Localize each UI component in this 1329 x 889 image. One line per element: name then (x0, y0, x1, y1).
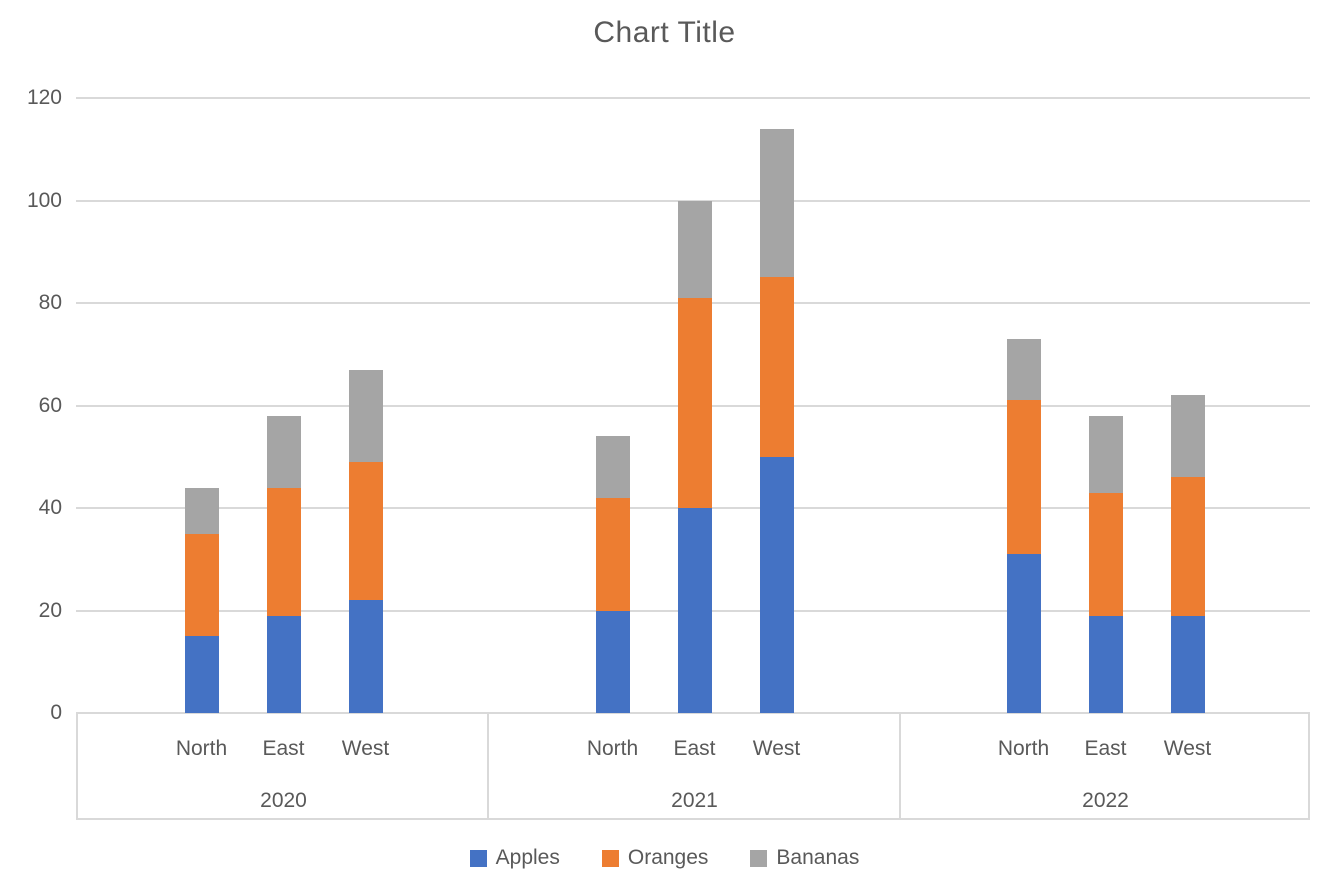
y-axis-tick-60: 60 (38, 393, 62, 417)
bar-segment-bananas-2022-east (1088, 415, 1123, 493)
x-axis-group-label-2022: 2022 (1082, 789, 1129, 812)
bar-segment-apples-2020-east (266, 615, 301, 713)
legend-item-bananas: Bananas (750, 846, 859, 870)
bar-segment-bananas-2021-west (759, 128, 794, 278)
chart-title: Chart Title (593, 16, 736, 49)
bar-segment-oranges-2021-west (759, 277, 794, 457)
bar-segment-bananas-2020-east (266, 415, 301, 488)
bar-segment-apples-2021-north (595, 610, 630, 713)
bar-segment-apples-2021-east (677, 508, 712, 713)
x-axis-label-2022-west: West (1163, 737, 1212, 760)
bar-segment-oranges-2020-north (184, 533, 219, 637)
x-axis-group-label-2020: 2020 (260, 789, 307, 812)
bar-segment-bananas-2020-north (184, 487, 219, 534)
bar-segment-apples-2020-west (348, 600, 383, 713)
bar-segment-bananas-2022-west (1170, 395, 1205, 478)
axis-divider-3 (1308, 713, 1310, 818)
y-axis-tick-100: 100 (26, 188, 62, 212)
bar-2022-west (1170, 395, 1205, 713)
bar-2022-east (1088, 415, 1123, 713)
legend-item-apples: Apples (469, 846, 560, 870)
y-axis-tick-0: 0 (50, 701, 62, 724)
legend-swatch-bananas (750, 849, 768, 867)
axis-divider-0 (76, 713, 78, 818)
bar-2020-west (348, 369, 383, 713)
bar-2020-north (184, 487, 219, 713)
x-axis-label-2020-east: East (262, 737, 305, 760)
bar-segment-bananas-2021-east (677, 200, 712, 298)
bar-segment-oranges-2022-north (1006, 400, 1041, 555)
legend: Apples Oranges Bananas (0, 846, 1329, 870)
bar-segment-apples-2020-north (184, 636, 219, 713)
bar-segment-oranges-2022-west (1170, 477, 1205, 616)
bar-2020-east (266, 415, 301, 713)
x-axis-label-2021-west: West (752, 737, 801, 760)
x-axis-label-2021-east: East (673, 737, 716, 760)
x-axis-label-2020-west: West (341, 737, 390, 760)
x-axis-label-2021-north: North (586, 737, 639, 760)
bar-2021-east (677, 200, 712, 713)
bar-segment-oranges-2022-east (1088, 492, 1123, 616)
bar-group-2020 (184, 369, 383, 713)
x-axis-label-2022-east: East (1084, 737, 1127, 760)
y-axis-tick-20: 20 (38, 598, 62, 622)
bar-2021-west (759, 128, 794, 713)
legend-label-bananas: Bananas (776, 846, 860, 869)
bar-segment-bananas-2022-north (1006, 338, 1041, 401)
legend-item-oranges: Oranges (601, 846, 709, 870)
category-axis: North East West 2020 North East West 2021 North E… (76, 713, 1310, 820)
plot-area (76, 97, 1310, 714)
legend-swatch-oranges (601, 849, 619, 867)
x-axis-group-label-2021: 2021 (671, 789, 718, 812)
y-axis-tick-120: 120 (26, 86, 62, 109)
gridline-0 (76, 712, 1310, 714)
bar-segment-apples-2022-north (1006, 554, 1041, 713)
bar-2022-north (1006, 338, 1041, 713)
gridline-120 (76, 97, 1310, 99)
x-axis-label-2022-north: North (997, 737, 1050, 760)
bar-segment-oranges-2021-north (595, 497, 630, 611)
bar-2021-north (595, 436, 630, 713)
x-axis-label-2020-north: North (175, 737, 228, 760)
bar-group-2022 (1006, 338, 1205, 713)
y-axis-tick-40: 40 (38, 496, 62, 519)
bar-segment-bananas-2021-north (595, 436, 630, 498)
bar-segment-oranges-2021-east (677, 297, 712, 508)
bar-segment-bananas-2020-west (348, 369, 383, 462)
axis-divider-2 (898, 713, 901, 818)
legend-label-oranges: Oranges (627, 846, 709, 869)
bar-segment-oranges-2020-west (348, 461, 383, 601)
bar-segment-apples-2022-west (1170, 615, 1205, 713)
legend-label-apples: Apples (495, 846, 560, 869)
bar-segment-apples-2021-west (759, 456, 794, 713)
bar-segment-apples-2022-east (1088, 615, 1123, 713)
y-axis-tick-80: 80 (38, 291, 62, 314)
bar-segment-oranges-2020-east (266, 487, 301, 616)
axis-divider-1 (487, 713, 490, 818)
bar-group-2021 (595, 128, 794, 713)
legend-swatch-apples (469, 849, 487, 867)
